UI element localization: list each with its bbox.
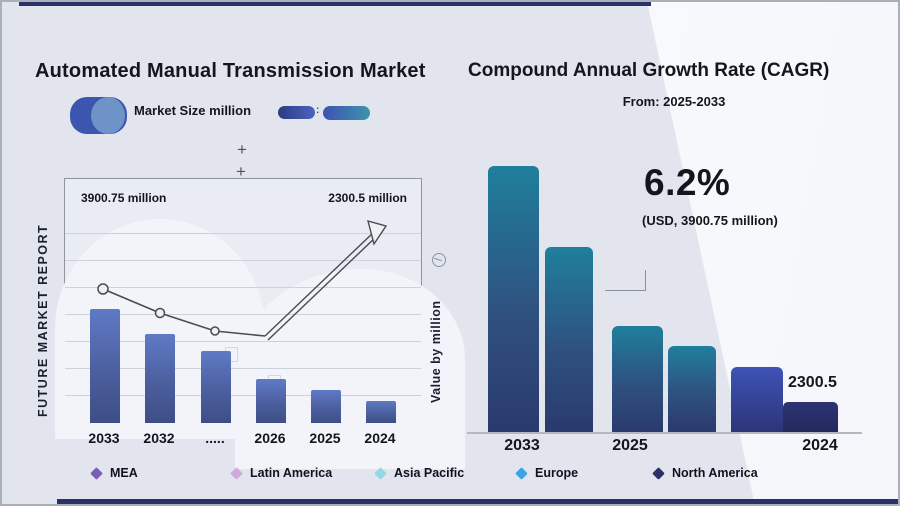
- x-label: 2033: [88, 430, 120, 446]
- bar-2025: [311, 390, 341, 423]
- bottom-accent-strip: [57, 499, 898, 504]
- bar-2025-right: [668, 346, 716, 432]
- plus-decoration-icon: +: [236, 162, 246, 181]
- right-x-axis-line: [467, 432, 862, 434]
- legend-diamond-icon: [230, 466, 243, 480]
- bar-intermediate: [201, 351, 231, 423]
- legend-label: MEA: [110, 466, 138, 480]
- left-chart-title: Automated Manual Transmission Market: [35, 60, 426, 82]
- pill-separator: :: [316, 105, 320, 116]
- x-label: 2025: [612, 437, 648, 454]
- cagr-usd-detail: (USD, 3900.75 million): [642, 213, 778, 228]
- legend-item-asia-pacific: Asia Pacific: [374, 465, 465, 481]
- legend-item-europe: Europe: [515, 465, 579, 481]
- right-chart-title: Compound Annual Growth Rate (CAGR): [468, 60, 830, 81]
- legend-label: North America: [672, 466, 758, 480]
- min-value-label: 2300.5 million: [328, 191, 407, 205]
- legend-diamond-icon: [374, 466, 387, 480]
- bar-2024: [366, 401, 396, 423]
- bar-2032: [145, 334, 175, 423]
- cylinder-cap-shape: [91, 97, 125, 134]
- top-accent-strip: [19, 2, 651, 6]
- legend-item-mea: MEA: [90, 465, 138, 481]
- x-label: .....: [205, 430, 225, 446]
- bar-2024-left: [731, 367, 783, 432]
- market-size-label: Market Size million: [134, 103, 252, 118]
- gradient-pill-icon: [278, 106, 315, 119]
- market-size-chart-panel: 3900.75 million 2300.5 million: [55, 178, 465, 469]
- legend-item-north-america: North America: [652, 465, 758, 481]
- bar-2033-left: [488, 166, 539, 432]
- legend-label: Europe: [535, 466, 579, 480]
- value-by-million-axis-label: Value by million: [429, 300, 443, 404]
- bar-2024-right: [783, 402, 838, 432]
- x-label: 2025: [309, 430, 341, 446]
- bar-2033: [90, 309, 120, 423]
- bar-2033-right: [545, 247, 593, 432]
- x-label: 2033: [504, 437, 540, 454]
- cagr-percentage: 6.2%: [644, 162, 731, 203]
- legend-label: Latin America: [250, 466, 333, 480]
- x-label: 2026: [254, 430, 286, 446]
- gridlines: [65, 207, 421, 397]
- bar-value-label: 2300.5: [788, 374, 837, 391]
- future-market-report-watermark: FUTURE MARKET REPORT: [36, 223, 50, 417]
- legend-diamond-icon: [652, 466, 665, 480]
- bar-2025-left: [612, 326, 663, 432]
- legend-diamond-icon: [90, 466, 103, 480]
- x-label: 2024: [364, 430, 396, 446]
- minus-circle-icon: [432, 253, 446, 267]
- legend-label: Asia Pacific: [394, 466, 465, 480]
- corner-bracket-decoration: [605, 270, 646, 291]
- plus-decoration-icon: +: [237, 140, 247, 159]
- max-value-label: 3900.75 million: [81, 191, 167, 205]
- bar-2026: [256, 379, 286, 423]
- x-label: 2024: [802, 437, 838, 454]
- legend-item-latin-america: Latin America: [230, 465, 333, 481]
- trend-line-arrow: [97, 220, 388, 341]
- gradient-pill-icon: [323, 106, 370, 120]
- x-label: 2032: [143, 430, 175, 446]
- database-cylinder-icon: [70, 97, 127, 134]
- legend-diamond-icon: [515, 466, 528, 480]
- cagr-period-subtitle: From: 2025-2033: [622, 94, 726, 109]
